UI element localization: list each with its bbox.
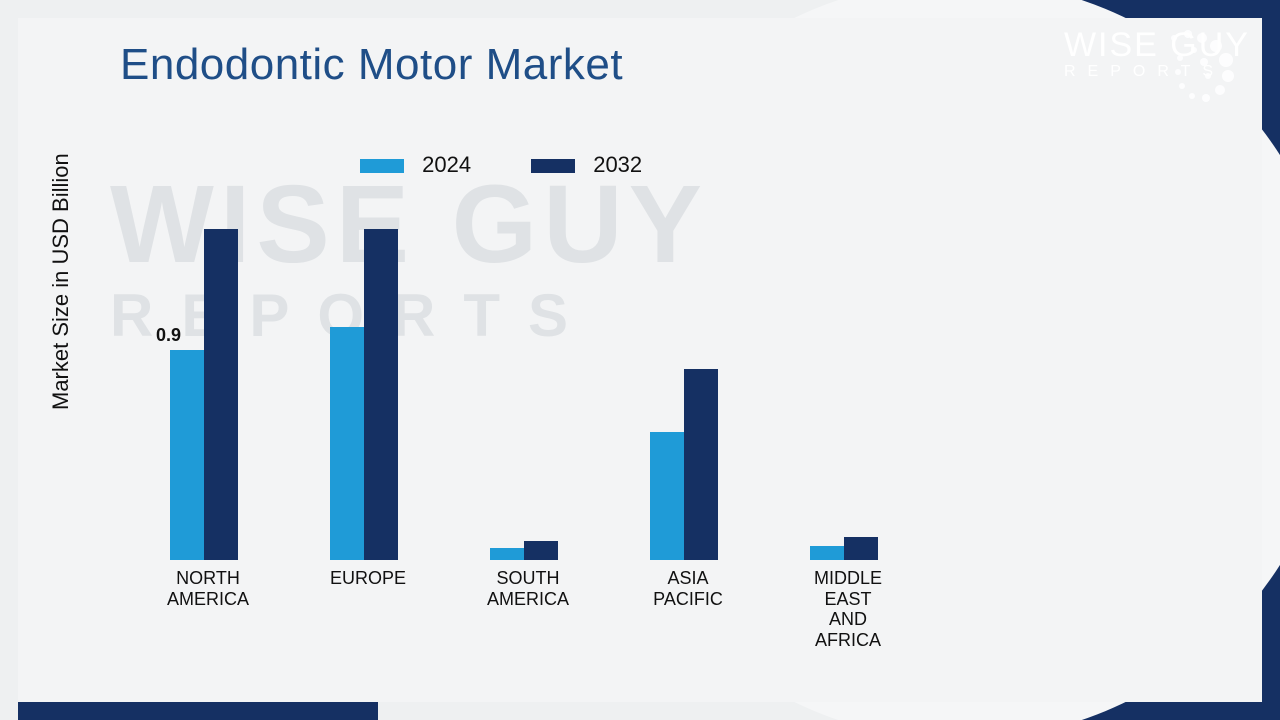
brand-dots-icon bbox=[1154, 28, 1244, 108]
category-label: MIDDLEEASTANDAFRICA bbox=[778, 568, 918, 651]
category-label: EUROPE bbox=[298, 568, 438, 589]
bar-value-label: 0.9 bbox=[156, 325, 181, 346]
legend: 2024 2032 bbox=[360, 150, 760, 180]
bar-series-a bbox=[650, 432, 684, 560]
bar-series-b bbox=[844, 537, 878, 560]
legend-label-2032: 2032 bbox=[593, 152, 642, 177]
bar-series-a bbox=[490, 548, 524, 560]
bar-series-a bbox=[170, 350, 204, 560]
stage: Endodontic Motor Market WISE GUY REPORTS… bbox=[0, 0, 1280, 720]
bottom-accent-strip bbox=[18, 702, 378, 720]
chart-title: Endodontic Motor Market bbox=[120, 40, 623, 90]
y-axis-label: Market Size in USD Billion bbox=[48, 153, 74, 410]
bar-chart: Market Size in USD Billion 2024 2032 0.9… bbox=[60, 150, 940, 670]
legend-label-2024: 2024 bbox=[422, 152, 471, 177]
legend-item-2024: 2024 bbox=[360, 152, 471, 178]
bar-series-a bbox=[810, 546, 844, 560]
plot-area: 0.9NORTHAMERICAEUROPESOUTHAMERICAASIAPAC… bbox=[148, 210, 938, 560]
bar-series-b bbox=[204, 229, 238, 560]
legend-item-2032: 2032 bbox=[531, 152, 642, 178]
bar-series-b bbox=[684, 369, 718, 560]
bar-series-a bbox=[330, 327, 364, 560]
bar-series-b bbox=[524, 541, 558, 560]
legend-swatch-2024 bbox=[360, 159, 404, 173]
category-label: ASIAPACIFIC bbox=[618, 568, 758, 609]
category-label: SOUTHAMERICA bbox=[458, 568, 598, 609]
legend-swatch-2032 bbox=[531, 159, 575, 173]
category-label: NORTHAMERICA bbox=[138, 568, 278, 609]
bar-series-b bbox=[364, 229, 398, 560]
